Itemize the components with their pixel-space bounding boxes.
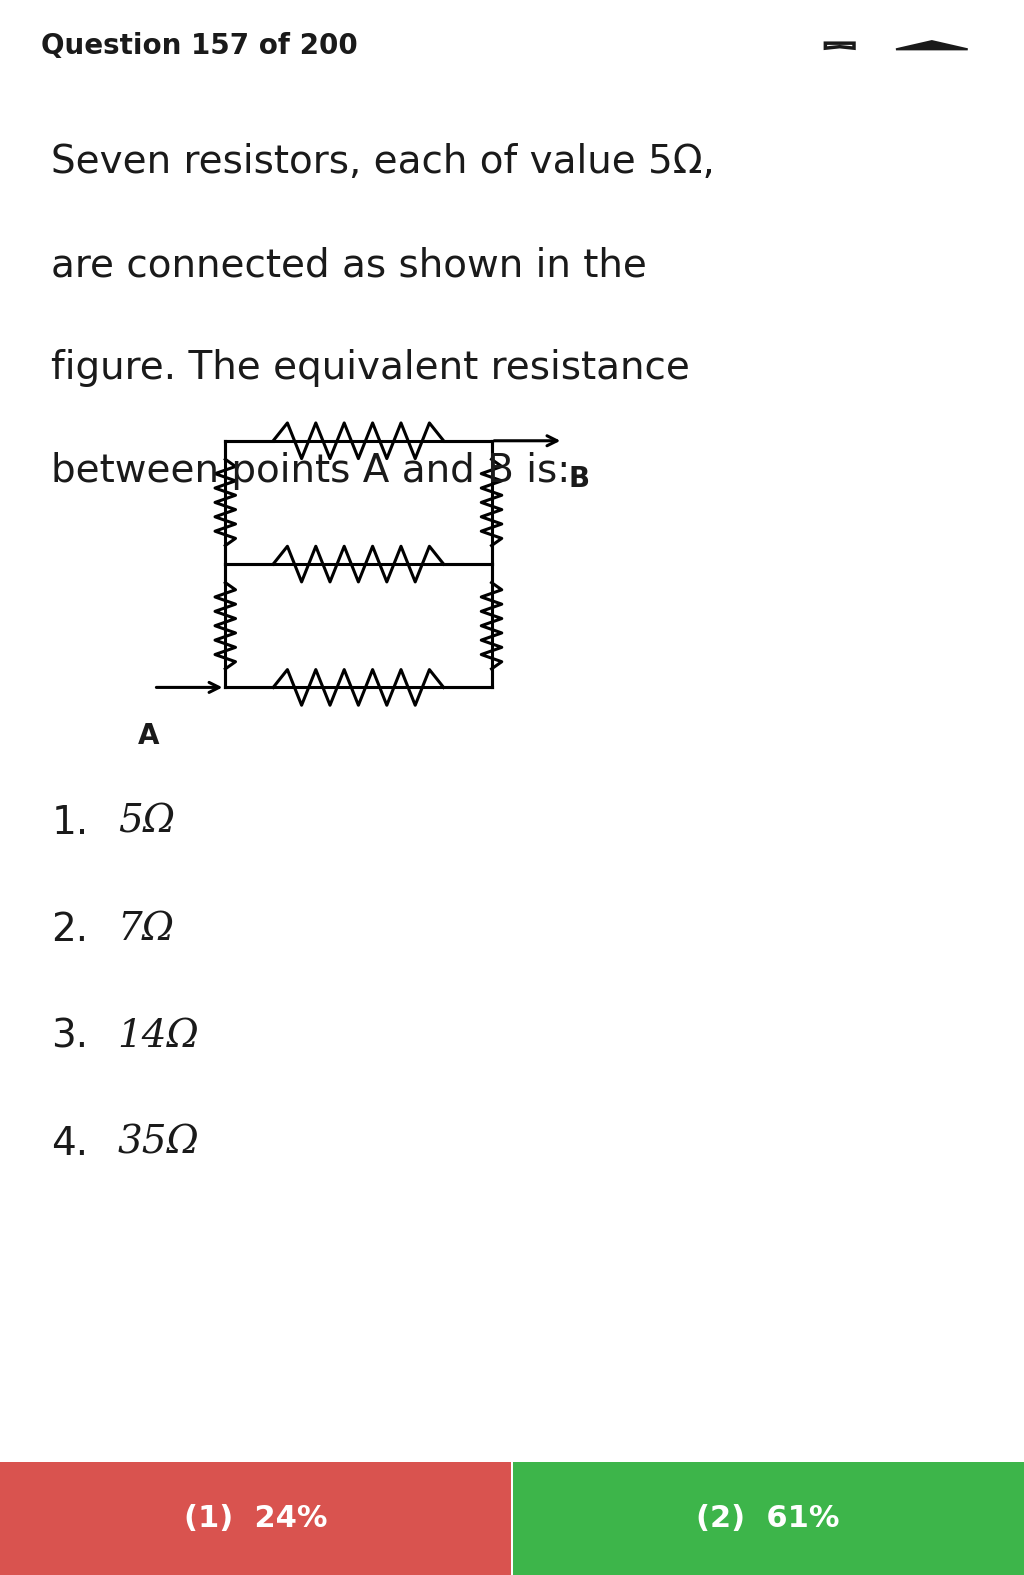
Text: are connected as shown in the: are connected as shown in the <box>51 246 647 284</box>
Text: (2)  61%: (2) 61% <box>696 1504 840 1532</box>
Bar <box>0 1462 511 1575</box>
Text: 3.: 3. <box>51 1017 88 1055</box>
Text: figure. The equivalent resistance: figure. The equivalent resistance <box>51 350 690 387</box>
Text: A: A <box>138 721 159 750</box>
Text: Question 157 of 200: Question 157 of 200 <box>41 32 357 60</box>
Text: 35Ω: 35Ω <box>118 1125 200 1161</box>
Text: !: ! <box>928 38 936 57</box>
Text: 4.: 4. <box>51 1125 88 1162</box>
Text: 2.: 2. <box>51 910 88 948</box>
Text: 7Ω: 7Ω <box>118 910 175 948</box>
Bar <box>513 1462 1024 1575</box>
Text: Seven resistors, each of value 5Ω,: Seven resistors, each of value 5Ω, <box>51 143 715 181</box>
Text: 14Ω: 14Ω <box>118 1017 200 1055</box>
Text: between points A and B is:: between points A and B is: <box>51 452 570 490</box>
Text: 5Ω: 5Ω <box>118 803 175 841</box>
Text: (1)  24%: (1) 24% <box>184 1504 328 1532</box>
Text: 1.: 1. <box>51 803 88 843</box>
Text: B: B <box>568 466 590 493</box>
Polygon shape <box>896 41 968 49</box>
